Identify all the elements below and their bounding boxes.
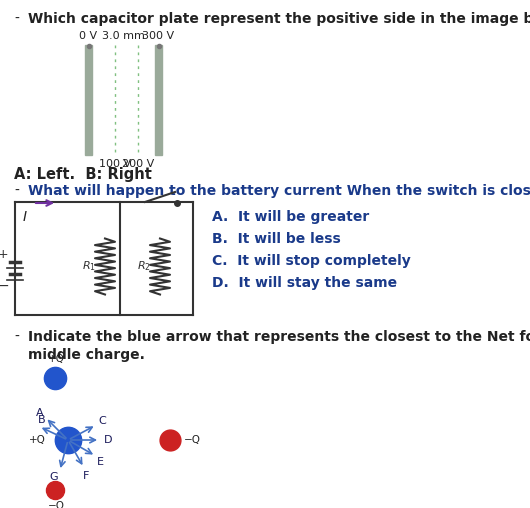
Text: 300 V: 300 V [143,31,174,41]
Bar [85,45,92,155]
Text: 3.0 mm: 3.0 mm [102,31,145,41]
Text: +: + [0,247,8,261]
Text: -: - [14,12,19,26]
Text: -: - [14,330,19,344]
Text: A: A [36,408,43,419]
Text: −: − [0,279,9,293]
Text: C: C [99,416,106,426]
Text: E: E [97,457,104,467]
Text: $R_1$: $R_1$ [82,260,96,273]
Text: What will happen to the battery current When the switch is closed?: What will happen to the battery current … [28,184,530,198]
Text: +Q: +Q [48,354,65,364]
Text: D: D [104,435,112,445]
Text: middle charge.: middle charge. [28,348,145,362]
Text: +Q: +Q [29,435,46,445]
Text: −Q: −Q [48,501,65,508]
Text: F: F [83,471,89,481]
Text: B.  It will be less: B. It will be less [212,232,341,246]
Text: D.  It will stay the same: D. It will stay the same [212,276,397,290]
Text: B: B [38,416,46,426]
Text: $R_2$: $R_2$ [137,260,151,273]
Text: C.  It will stop completely: C. It will stop completely [212,254,411,268]
Text: 100 V: 100 V [99,159,131,169]
Text: -: - [14,184,19,198]
Text: 0 V: 0 V [80,31,98,41]
Text: A: Left.  B: Right: A: Left. B: Right [14,167,152,182]
Text: I: I [23,210,27,224]
Text: A.  It will be greater: A. It will be greater [212,210,369,224]
Text: 200 V: 200 V [122,159,154,169]
Text: Indicate the blue arrow that represents the closest to the Net force vector on t: Indicate the blue arrow that represents … [28,330,530,344]
Bar [155,45,162,155]
Text: −Q: −Q [184,435,201,445]
Text: Which capacitor plate represent the positive side in the image below?: Which capacitor plate represent the posi… [28,12,530,26]
Text: G: G [49,472,58,482]
